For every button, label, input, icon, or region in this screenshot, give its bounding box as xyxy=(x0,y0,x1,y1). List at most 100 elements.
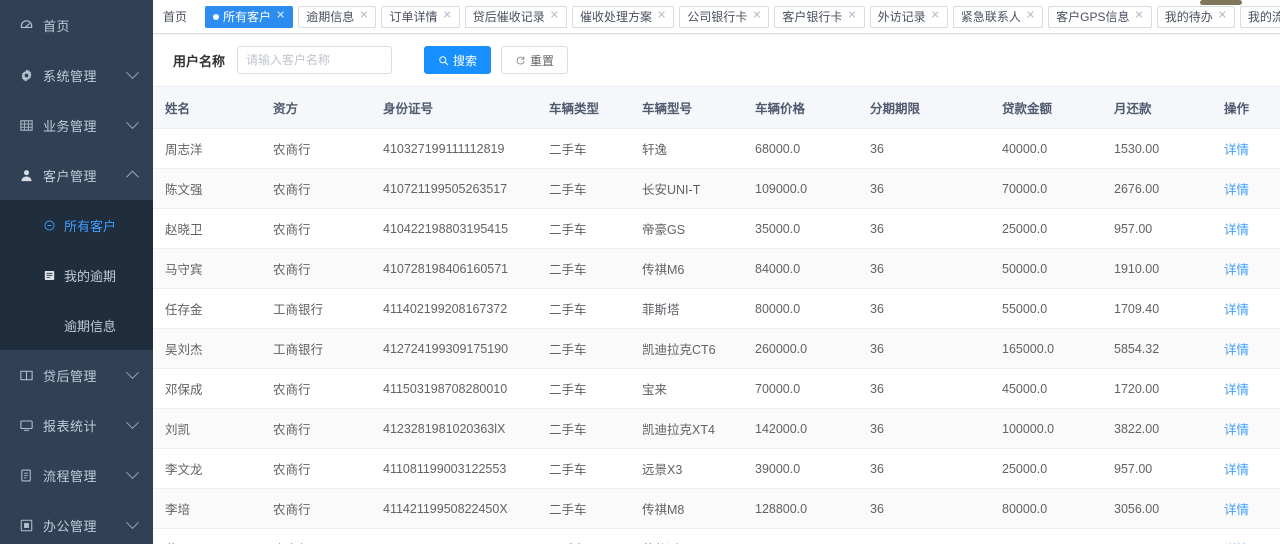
table-row[interactable]: 黄强农商行411527200002158O9X二手车英仕派140000.0369… xyxy=(153,528,1280,544)
detail-link[interactable]: 详情 xyxy=(1224,143,1250,157)
cell-customer-name: 周志洋 xyxy=(153,128,261,169)
sidebar-item-my-overdue[interactable]: 我的逾期 xyxy=(0,250,153,300)
tab-home[interactable]: 首页 xyxy=(160,5,198,28)
tab-overdue-info[interactable]: 逾期信息 ✕ xyxy=(298,5,377,28)
detail-link[interactable]: 详情 xyxy=(1224,303,1250,317)
tab-customer-gps-info[interactable]: 客户GPS信息 ✕ xyxy=(1048,5,1152,28)
column-header-term[interactable]: 分期期限 xyxy=(858,86,990,129)
table-row[interactable]: 李文龙 农商行 411081199003122553 二手车 远景X3 39000.0 36… xyxy=(153,448,1280,489)
cell-installment-term: 36 xyxy=(858,168,990,209)
table-row[interactable]: 马守宾 农商行 410728198406160571 二手车 传祺M6 84000.0 36… xyxy=(153,248,1280,289)
close-icon[interactable]: ✕ xyxy=(359,9,369,22)
close-icon[interactable]: ✕ xyxy=(442,9,452,22)
cell-monthly-payment: 3056.00 xyxy=(1102,488,1212,529)
sidebar-item-all-customers[interactable]: 所有客户 xyxy=(0,200,153,250)
table-row[interactable]: 刘凯 农商行 4123281981020363lX 二手车 凯迪拉克XT4 142000.… xyxy=(153,408,1280,449)
tab-my-process[interactable]: 我的流程✕ xyxy=(1239,5,1280,28)
close-icon[interactable]: ✕ xyxy=(930,9,940,22)
reset-button[interactable]: 重置 xyxy=(501,46,569,74)
detail-link[interactable]: 详情 xyxy=(1224,423,1250,437)
sidebar-item-customer-management[interactable]: 客户管理 xyxy=(0,150,153,200)
search-button[interactable]: 搜索 xyxy=(424,46,492,74)
cell-id-number: 4123281981020363lX xyxy=(371,408,537,449)
tab-order-detail[interactable]: 订单详情 ✕ xyxy=(381,5,460,28)
close-icon[interactable]: ✕ xyxy=(847,9,857,22)
sidebar-item-process-management[interactable]: 流程管理 xyxy=(0,450,153,500)
cell-installment-term: 36 xyxy=(858,528,990,544)
sidebar-item-post-loan-management[interactable]: 贷后管理 xyxy=(0,350,153,400)
column-header-id[interactable]: 身份证号 xyxy=(371,86,537,129)
cell-loan-amount: 55000.0 xyxy=(990,288,1102,329)
close-icon[interactable]: ✕ xyxy=(549,9,559,22)
cell-action: 详情 xyxy=(1212,408,1280,449)
chevron-down-icon xyxy=(126,415,139,429)
tab-my-todo[interactable]: 我的待办 ✕ xyxy=(1156,5,1235,28)
column-header-funder[interactable]: 资方 xyxy=(261,86,371,129)
cell-vehicle-model: 菲斯塔 xyxy=(630,288,743,329)
table-row[interactable]: 周志洋 农商行 410327199111112819 二手车 轩逸 68000.0 36 40… xyxy=(153,128,1280,169)
detail-link[interactable]: 详情 xyxy=(1224,383,1250,397)
detail-link[interactable]: 详情 xyxy=(1224,503,1250,517)
search-input[interactable] xyxy=(237,46,393,74)
circle-icon xyxy=(42,218,56,232)
sidebar-item-home[interactable]: 首页 xyxy=(0,0,153,50)
table-row[interactable]: 李培 农商行 41142119950822450X 二手车 传祺M8 128800.0 36… xyxy=(153,488,1280,529)
tab-collection-plan[interactable]: 催收处理方案 ✕ xyxy=(571,5,675,28)
sidebar-item-system-management[interactable]: 系统管理 xyxy=(0,50,153,100)
detail-link[interactable]: 详情 xyxy=(1224,223,1250,237)
tab-company-bank-card[interactable]: 公司银行卡 ✕ xyxy=(679,5,770,28)
tab-customer-bank-card[interactable]: 客户银行卡 ✕ xyxy=(774,5,865,28)
column-header-loan-amount[interactable]: 贷款金额 xyxy=(990,86,1102,129)
tab-collection-record[interactable]: 贷后催收记录 ✕ xyxy=(464,5,567,28)
cell-loan-amount: 90000.0 xyxy=(990,528,1102,544)
cell-action: 详情 xyxy=(1212,128,1280,169)
sidebar-item-overdue-info[interactable]: 逾期信息 xyxy=(0,300,153,350)
detail-link[interactable]: 详情 xyxy=(1224,343,1250,357)
flow-icon xyxy=(18,467,34,483)
cell-vehicle-price: 70000.0 xyxy=(743,368,858,409)
cell-id-number: 411402199208167372 xyxy=(371,288,537,329)
close-icon[interactable]: ✕ xyxy=(276,9,286,22)
close-icon[interactable]: ✕ xyxy=(1217,9,1227,22)
detail-link[interactable]: 详情 xyxy=(1224,263,1250,277)
tab-label: 贷后催收记录 xyxy=(472,10,545,24)
table-row[interactable]: 任存金 工商银行 411402199208167372 二手车 菲斯塔 80000.0 36… xyxy=(153,288,1280,329)
table-row[interactable]: 邓保成 农商行 411503198708280010 二手车 宝来 70000.0 36 45… xyxy=(153,368,1280,409)
tab-field-visit-record[interactable]: 外访记录 ✕ xyxy=(869,5,948,28)
cell-monthly-payment: 1530.00 xyxy=(1102,128,1212,169)
close-icon[interactable]: ✕ xyxy=(1134,9,1144,22)
detail-link[interactable]: 详情 xyxy=(1224,463,1250,477)
close-icon[interactable]: ✕ xyxy=(752,9,762,22)
sidebar-item-business-management[interactable]: 业务管理 xyxy=(0,100,153,150)
search-icon xyxy=(438,55,449,66)
column-header-vehicle-type[interactable]: 车辆类型 xyxy=(537,86,630,129)
tab-emergency-contact[interactable]: 紧急联系人 ✕ xyxy=(952,5,1044,28)
tab-label: 公司银行卡 xyxy=(687,10,748,24)
table-row[interactable]: 吴刘杰 工商银行 412724199309175190 二手车 凯迪拉克CT6 26000… xyxy=(153,328,1280,369)
chevron-down-icon xyxy=(126,365,139,379)
column-header-vehicle-price[interactable]: 车辆价格 xyxy=(743,86,858,129)
cell-vehicle-model: 帝豪GS xyxy=(630,208,743,249)
column-header-name[interactable]: 姓名 xyxy=(153,86,261,129)
cell-customer-name: 任存金 xyxy=(153,288,261,329)
tabs-scrollbar-thumb[interactable] xyxy=(1200,0,1242,5)
cell-vehicle-price: 142000.0 xyxy=(743,408,858,449)
close-icon[interactable]: ✕ xyxy=(656,9,667,22)
tab-label: 客户GPS信息 xyxy=(1056,10,1130,24)
close-icon[interactable]: ✕ xyxy=(1025,9,1036,22)
detail-link[interactable]: 详情 xyxy=(1224,183,1250,197)
tab-all-customers[interactable]: 所有客户 ✕ xyxy=(205,5,294,28)
cell-loan-amount: 80000.0 xyxy=(990,488,1102,529)
table-icon xyxy=(18,117,34,133)
column-header-action[interactable]: 操作 xyxy=(1212,86,1280,129)
column-header-monthly-payment[interactable]: 月还款 xyxy=(1102,86,1212,129)
table-row[interactable]: 陈文强 农商行 410721199505263517 二手车 长安UNI-T 109000… xyxy=(153,168,1280,209)
monitor-icon xyxy=(18,417,34,433)
sidebar-item-office-management[interactable]: 办公管理 xyxy=(0,500,153,544)
cell-vehicle-type: 二手车 xyxy=(537,448,630,489)
table-row[interactable]: 赵晓卫 农商行 410422198803195415 二手车 帝豪GS 35000.0 36… xyxy=(153,208,1280,249)
column-header-vehicle-model[interactable]: 车辆型号 xyxy=(630,86,743,129)
cell-id-number: 410721199505263517 xyxy=(371,168,537,209)
sidebar-item-report-statistics[interactable]: 报表统计 xyxy=(0,400,153,450)
cell-customer-name: 黄强 xyxy=(153,528,261,544)
